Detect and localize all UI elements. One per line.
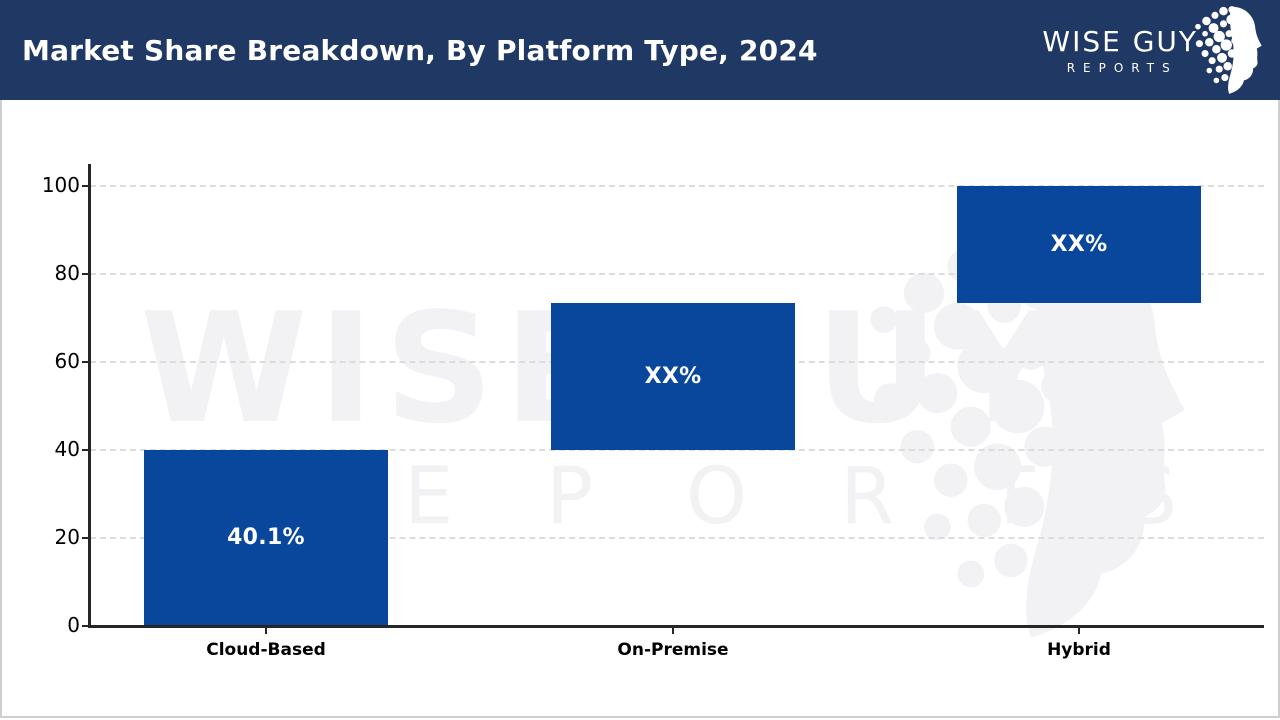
y-tick-label: 100 (41, 173, 80, 197)
gridline (90, 273, 1264, 275)
x-tick-label: Cloud-Based (206, 640, 326, 660)
bar-value-label: 40.1% (227, 525, 305, 551)
y-tick-label: 20 (54, 525, 80, 549)
y-tick-label: 40 (54, 437, 80, 461)
x-tick-mark (672, 626, 674, 634)
y-tick-mark (82, 185, 90, 187)
page-title: Market Share Breakdown, By Platform Type… (22, 33, 818, 67)
header-bar: Market Share Breakdown, By Platform Type… (0, 0, 1280, 100)
x-tick-label: Hybrid (1047, 640, 1111, 660)
y-tick-mark (82, 537, 90, 539)
y-tick-mark (82, 625, 90, 627)
bar-segment: XX% (957, 186, 1201, 303)
gridline (90, 537, 1264, 539)
y-tick-label: 80 (54, 261, 80, 285)
y-tick-mark (82, 273, 90, 275)
logo-wordmark: WISE GUY (1042, 25, 1198, 58)
y-tick-label: 0 (67, 613, 80, 637)
chart-area: WISE GUY R E P O R T S 0 20 40 60 80 100 40.1%… (0, 100, 1280, 718)
gridline (90, 185, 1264, 187)
y-tick-mark (82, 449, 90, 451)
logo-subtitle: REPORTS (1066, 61, 1178, 75)
x-tick-mark (265, 626, 267, 634)
wise-guy-logo: WISE GUY REPORTS (1042, 4, 1280, 96)
bar-segment: 40.1% (144, 449, 388, 626)
x-axis-line (88, 625, 1264, 628)
bar-segment: XX% (551, 302, 795, 450)
x-tick-mark (1078, 626, 1080, 634)
gridline (90, 449, 1264, 451)
logo-head-icon (1195, 6, 1262, 94)
bar-value-label: XX% (644, 363, 702, 389)
y-tick-label: 60 (54, 349, 80, 373)
bar-value-label: XX% (1050, 231, 1108, 257)
logo-text: WISE GUY REPORTS (1042, 25, 1198, 75)
y-axis-line (88, 164, 91, 626)
x-tick-label: On-Premise (617, 640, 729, 660)
y-tick-mark (82, 361, 90, 363)
